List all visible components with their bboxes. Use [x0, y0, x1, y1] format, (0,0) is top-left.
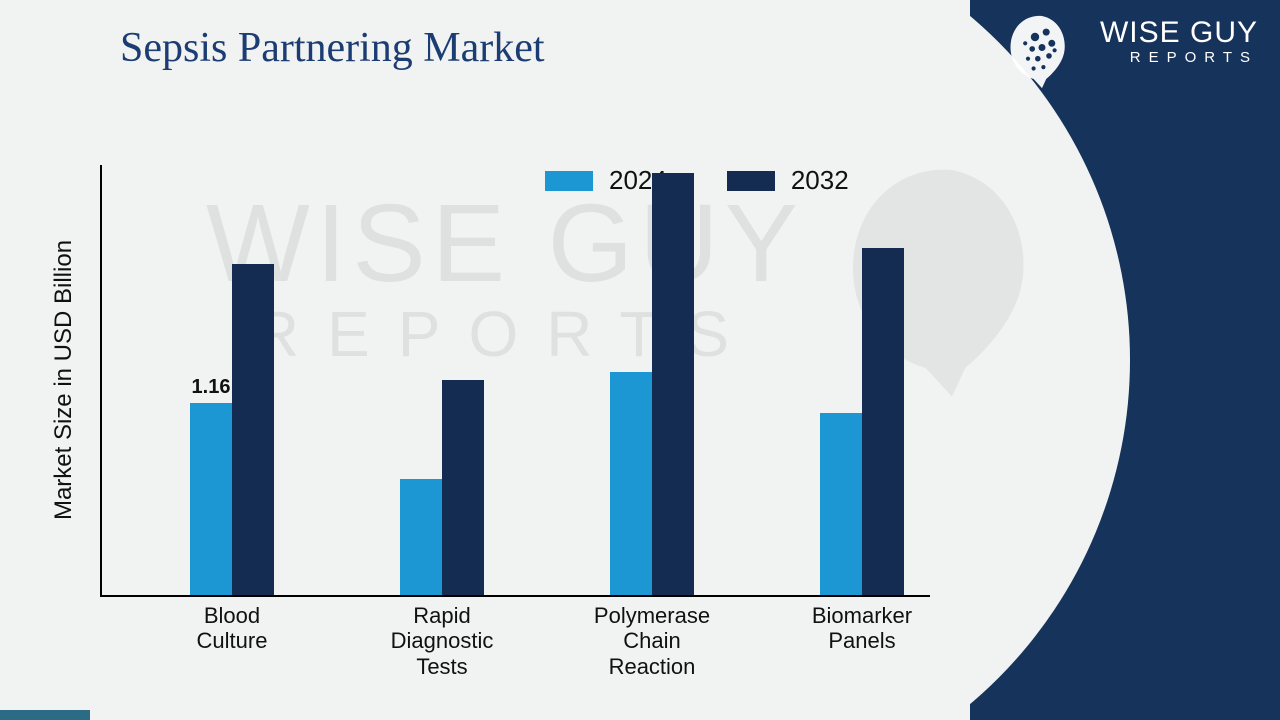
brand-logo-line2: REPORTS: [1100, 50, 1258, 65]
page-title: Sepsis Partnering Market: [120, 24, 545, 72]
category-label: PolymeraseChainReaction: [562, 603, 742, 679]
bar-s2024: [190, 403, 232, 595]
stage: WISE GUY REPORTS WISE GUY REPORTS Sepsis…: [0, 0, 1280, 720]
accent-bar: [0, 710, 90, 720]
bar-s2032: [652, 173, 694, 595]
bar-s2024: [610, 372, 652, 595]
bar-s2032: [862, 248, 904, 595]
category-label: BiomarkerPanels: [772, 603, 952, 654]
x-axis-line: [100, 595, 930, 597]
logo-head-icon: [1000, 12, 1070, 90]
brand-logo: WISE GUY REPORTS: [1100, 18, 1258, 65]
bar-s2032: [232, 264, 274, 595]
category-label: RapidDiagnosticTests: [352, 603, 532, 679]
brand-logo-line1: WISE GUY: [1100, 18, 1258, 48]
value-label: 1.16: [192, 376, 231, 399]
bar-s2024: [400, 479, 442, 595]
bar-s2032: [442, 380, 484, 595]
category-label: BloodCulture: [142, 603, 322, 654]
y-axis-label: Market Size in USD Billion: [50, 240, 78, 520]
bar-chart: Market Size in USD Billion 1.16 BloodCul…: [100, 165, 980, 665]
plot-area: 1.16: [100, 165, 930, 595]
bar-s2024: [820, 413, 862, 595]
